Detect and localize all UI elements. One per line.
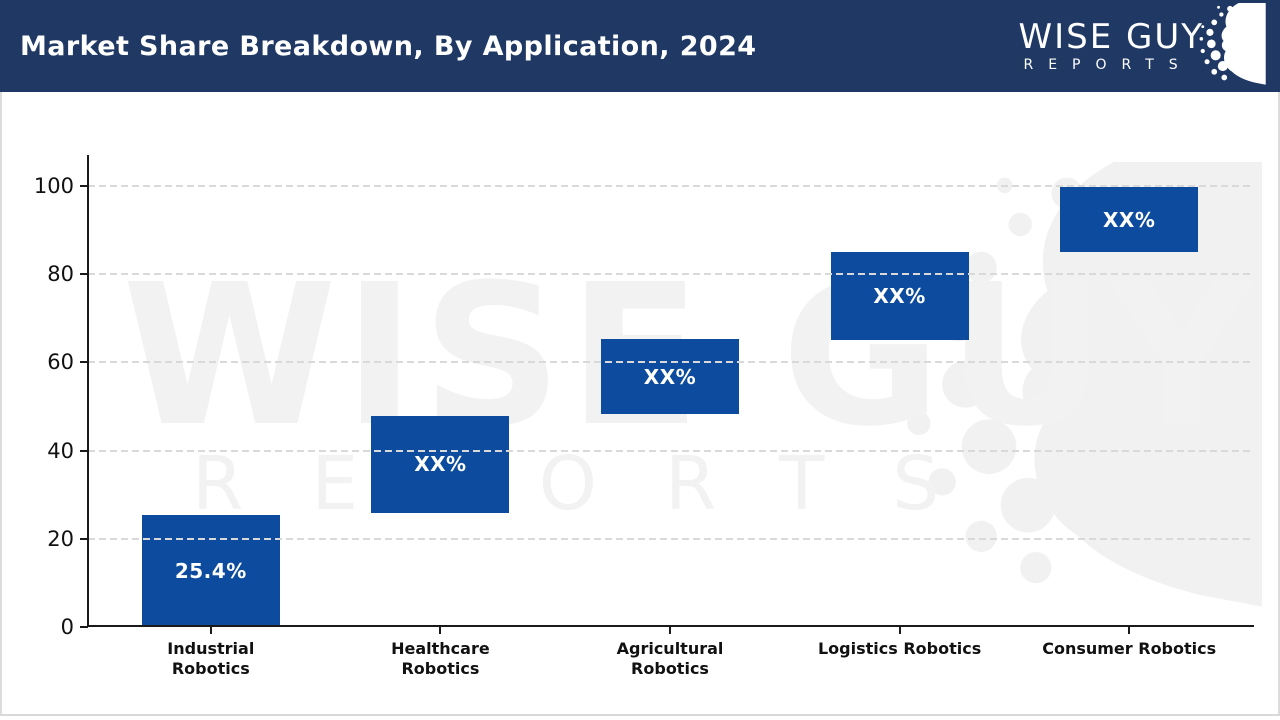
wise-guy-logo: WISE GUY REPORTS (1018, 3, 1266, 89)
gridline (88, 185, 1254, 187)
y-axis-line (87, 155, 89, 627)
gridline (88, 361, 1254, 364)
y-axis-tick-label: 20 (47, 526, 74, 551)
watermark: WISE GUY REPORTS (122, 258, 1259, 527)
x-axis-label: Healthcare Robotics (391, 639, 490, 678)
x-tick-mark (898, 627, 901, 634)
logo-face-icon (1194, 3, 1266, 89)
y-axis-tick-label: 100 (33, 174, 74, 198)
frame-border-right (1278, 92, 1280, 716)
y-axis-tick-label: 60 (47, 350, 74, 375)
bar: XX% (371, 415, 510, 513)
bar: XX% (1060, 186, 1199, 253)
y-tick-mark (80, 361, 88, 364)
y-tick-mark (80, 449, 88, 452)
x-tick-mark (669, 627, 671, 634)
x-tick-mark (439, 627, 442, 634)
frame-border-left (0, 92, 2, 716)
bar: XX% (601, 339, 739, 414)
x-axis-label: Logistics Robotics (817, 639, 982, 658)
y-axis-tick-label: 0 (60, 615, 74, 639)
y-axis-tick-label: 80 (47, 262, 74, 287)
logo-name: WISE GUY (1018, 17, 1204, 57)
x-tick-mark (1128, 627, 1131, 634)
x-tick-mark (209, 627, 212, 634)
logo-text: WISE GUY REPORTS (1018, 20, 1204, 72)
logo-sub: REPORTS (1023, 57, 1193, 73)
frame-border-bottom (0, 714, 1280, 716)
bar-value-label: XX% (414, 452, 467, 477)
y-tick-mark (80, 537, 88, 540)
bar-value-label: XX% (873, 284, 926, 309)
y-axis-tick-label: 40 (47, 438, 74, 463)
x-axis-line (87, 625, 1254, 627)
gridline (88, 449, 1254, 452)
bar-value-label: 25.4% (174, 558, 247, 583)
y-tick-mark (80, 185, 88, 187)
header-bar: Market Share Breakdown, By Application, … (0, 0, 1280, 92)
bar-value-label: XX% (643, 364, 697, 389)
page-title: Market Share Breakdown, By Application, … (20, 30, 757, 62)
gridline (88, 537, 1254, 540)
y-tick-mark (80, 273, 88, 276)
bar-value-label: XX% (1102, 207, 1156, 232)
watermark-sub: REPORTS (192, 441, 1008, 527)
gridline (88, 273, 1254, 276)
x-axis-label: Industrial Robotics (167, 639, 255, 678)
x-axis-label: Agricultural Robotics (616, 639, 724, 678)
bar: XX% (830, 252, 969, 340)
y-tick-mark (80, 626, 88, 628)
bar: 25.4% (141, 514, 280, 627)
x-axis-label: Consumer Robotics (1042, 639, 1217, 658)
